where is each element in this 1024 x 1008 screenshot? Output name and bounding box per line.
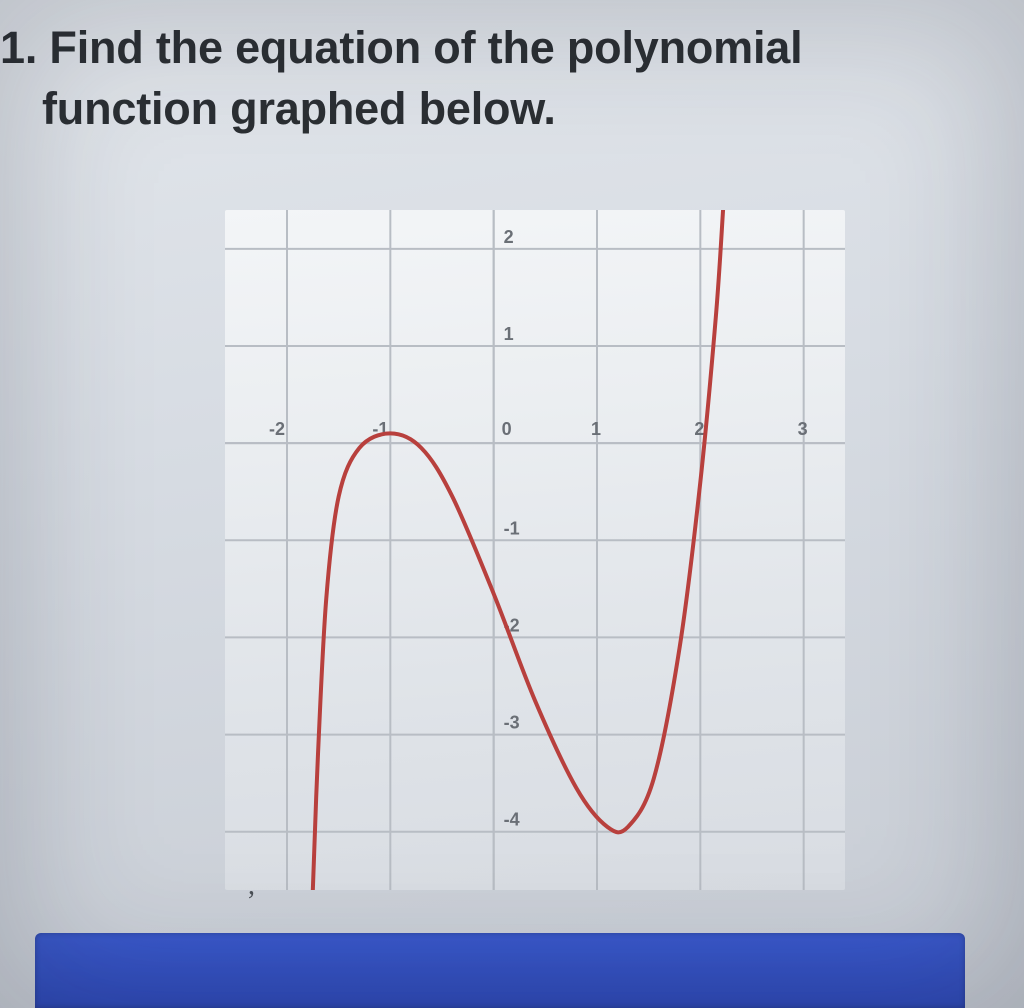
svg-text:-4: -4 <box>504 810 520 830</box>
svg-text:-2: -2 <box>269 419 285 439</box>
svg-text:1: 1 <box>591 419 601 439</box>
question-text: 1. Find the equation of the polynomial f… <box>0 18 1024 140</box>
svg-text:3: 3 <box>798 419 808 439</box>
page: 1. Find the equation of the polynomial f… <box>0 0 1024 1008</box>
question-line-1: 1. Find the equation of the polynomial <box>0 18 984 79</box>
question-line-2: function graphed below. <box>0 79 984 140</box>
tick-labels: -2-10123-4-3-2-112 <box>269 227 808 830</box>
svg-text:2: 2 <box>694 419 704 439</box>
svg-text:1: 1 <box>504 324 514 344</box>
polynomial-graph: -2-10123-4-3-2-112 <box>225 210 845 890</box>
svg-text:2: 2 <box>504 227 514 247</box>
polynomial-curve <box>313 210 723 890</box>
chart-svg: -2-10123-4-3-2-112 <box>225 210 845 890</box>
svg-text:-1: -1 <box>504 518 520 538</box>
svg-text:-3: -3 <box>504 713 520 733</box>
answer-bar[interactable] <box>35 933 965 1008</box>
svg-text:0: 0 <box>502 419 512 439</box>
stray-mark: , <box>248 870 255 902</box>
